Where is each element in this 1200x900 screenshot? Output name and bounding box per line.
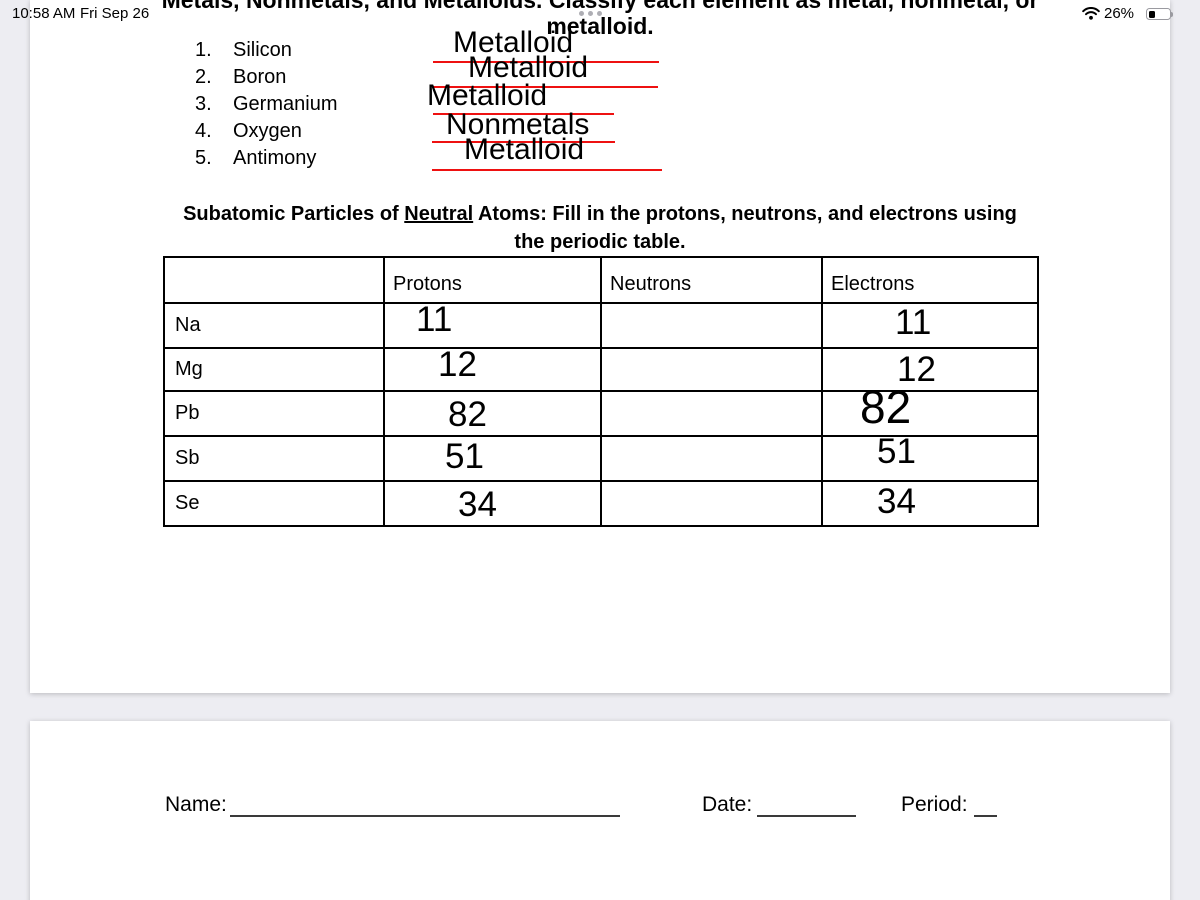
status-date: Fri Sep 26 bbox=[80, 5, 150, 22]
list-item-label: Silicon bbox=[233, 39, 292, 61]
date-label: Date: bbox=[702, 793, 753, 816]
list-item-number: 3. bbox=[195, 93, 212, 115]
typed-answer-1[interactable]: Metalloid bbox=[453, 26, 574, 59]
table-row-element: Sb bbox=[165, 437, 385, 482]
table-row-element: Na bbox=[165, 304, 385, 349]
typed-protons-na[interactable]: 11 bbox=[416, 300, 453, 339]
typed-answer-5[interactable]: Metalloid bbox=[464, 133, 585, 166]
typed-electrons-sb[interactable]: 51 bbox=[877, 432, 916, 471]
list-item-label: Antimony bbox=[233, 147, 317, 169]
table-row-element: Se bbox=[165, 482, 385, 527]
table-cell-neutrons bbox=[602, 304, 823, 349]
table-row-element: Mg bbox=[165, 349, 385, 392]
table-cell-protons bbox=[385, 349, 602, 392]
name-label: Name: bbox=[165, 793, 227, 816]
typed-protons-sb[interactable]: 51 bbox=[445, 437, 484, 476]
battery-percent-label: 26% bbox=[1104, 5, 1135, 22]
list-item: 2. Boron bbox=[195, 64, 337, 91]
table-row-element: Pb bbox=[165, 392, 385, 437]
typed-protons-se[interactable]: 34 bbox=[458, 485, 497, 524]
list-item: 4. Oxygen bbox=[195, 118, 337, 145]
table-cell-protons bbox=[385, 392, 602, 437]
list-item-number: 2. bbox=[195, 66, 212, 88]
table-cell-protons bbox=[385, 482, 602, 527]
table-header-protons: Protons bbox=[385, 258, 602, 304]
battery-nub bbox=[1171, 12, 1173, 17]
typed-electrons-se[interactable]: 34 bbox=[877, 482, 916, 521]
typed-answer-3[interactable]: Metalloid bbox=[427, 79, 548, 112]
answer-underline[interactable] bbox=[433, 113, 614, 115]
document-page-2: Name: Date: Period: bbox=[30, 721, 1170, 900]
worksheet-title-line1: Metals, Nonmetals, and Metalloids. Class… bbox=[161, 0, 1039, 13]
typed-answer-4[interactable]: Nonmetals bbox=[446, 108, 590, 141]
status-time: 10:58 AM bbox=[12, 5, 76, 22]
table-header-neutrons: Neutrons bbox=[602, 258, 823, 304]
document-page-1: Metals, Nonmetals, and Metalloids. Class… bbox=[30, 0, 1170, 693]
answer-underline[interactable] bbox=[432, 141, 615, 143]
typed-electrons-pb[interactable]: 82 bbox=[860, 381, 912, 433]
table-cell-protons bbox=[385, 304, 602, 349]
table-cell-neutrons bbox=[602, 392, 823, 437]
name-blank-line bbox=[230, 815, 620, 817]
table-header-blank bbox=[165, 258, 385, 304]
table-cell-electrons bbox=[823, 392, 1039, 437]
table-cell-electrons bbox=[823, 482, 1039, 527]
list-item: 5. Antimony bbox=[195, 145, 337, 172]
typed-protons-pb[interactable]: 82 bbox=[448, 395, 487, 434]
table-cell-electrons bbox=[823, 437, 1039, 482]
period-blank-line bbox=[974, 815, 997, 817]
list-item-label: Boron bbox=[233, 66, 287, 88]
answer-underline[interactable] bbox=[433, 61, 659, 63]
list-item: 3. Germanium bbox=[195, 91, 337, 118]
elements-list: 1. Silicon 2. Boron 3. Germanium 4. Oxyg… bbox=[195, 37, 337, 172]
battery-icon bbox=[1146, 8, 1173, 20]
date-blank-line bbox=[757, 815, 856, 817]
multitasking-dots-indicator[interactable] bbox=[579, 11, 602, 16]
table-cell-electrons bbox=[823, 349, 1039, 392]
list-item-label: Germanium bbox=[233, 93, 338, 115]
section-header: Subatomic Particles of Neutral Atoms: Fi… bbox=[30, 200, 1170, 256]
typed-protons-mg[interactable]: 12 bbox=[438, 345, 477, 384]
table-cell-protons bbox=[385, 437, 602, 482]
particles-table: Protons Neutrons Electrons Na Mg Pb Sb S… bbox=[163, 256, 1039, 527]
typed-electrons-mg[interactable]: 12 bbox=[897, 350, 936, 389]
typed-answer-2[interactable]: Metalloid bbox=[468, 51, 589, 84]
list-item-label: Oxygen bbox=[233, 120, 302, 142]
wifi-icon bbox=[1082, 7, 1100, 25]
table-cell-neutrons bbox=[602, 482, 823, 527]
section-header-line1: Subatomic Particles of Neutral Atoms: Fi… bbox=[183, 203, 1017, 225]
worksheet-title-line2: metalloid. bbox=[546, 13, 654, 39]
list-item: 1. Silicon bbox=[195, 37, 337, 64]
table-header-electrons: Electrons bbox=[823, 258, 1039, 304]
table-cell-neutrons bbox=[602, 437, 823, 482]
answer-underline[interactable] bbox=[432, 86, 658, 88]
section-header-line2: the periodic table. bbox=[514, 231, 686, 253]
list-item-number: 5. bbox=[195, 147, 212, 169]
battery-fill bbox=[1148, 10, 1155, 18]
typed-electrons-na[interactable]: 11 bbox=[895, 303, 932, 342]
list-item-number: 1. bbox=[195, 39, 212, 61]
underlined-word: Neutral bbox=[404, 203, 474, 225]
period-label: Period: bbox=[901, 793, 968, 816]
table-cell-electrons bbox=[823, 304, 1039, 349]
answer-underline[interactable] bbox=[432, 169, 662, 171]
table-cell-neutrons bbox=[602, 349, 823, 392]
list-item-number: 4. bbox=[195, 120, 212, 142]
